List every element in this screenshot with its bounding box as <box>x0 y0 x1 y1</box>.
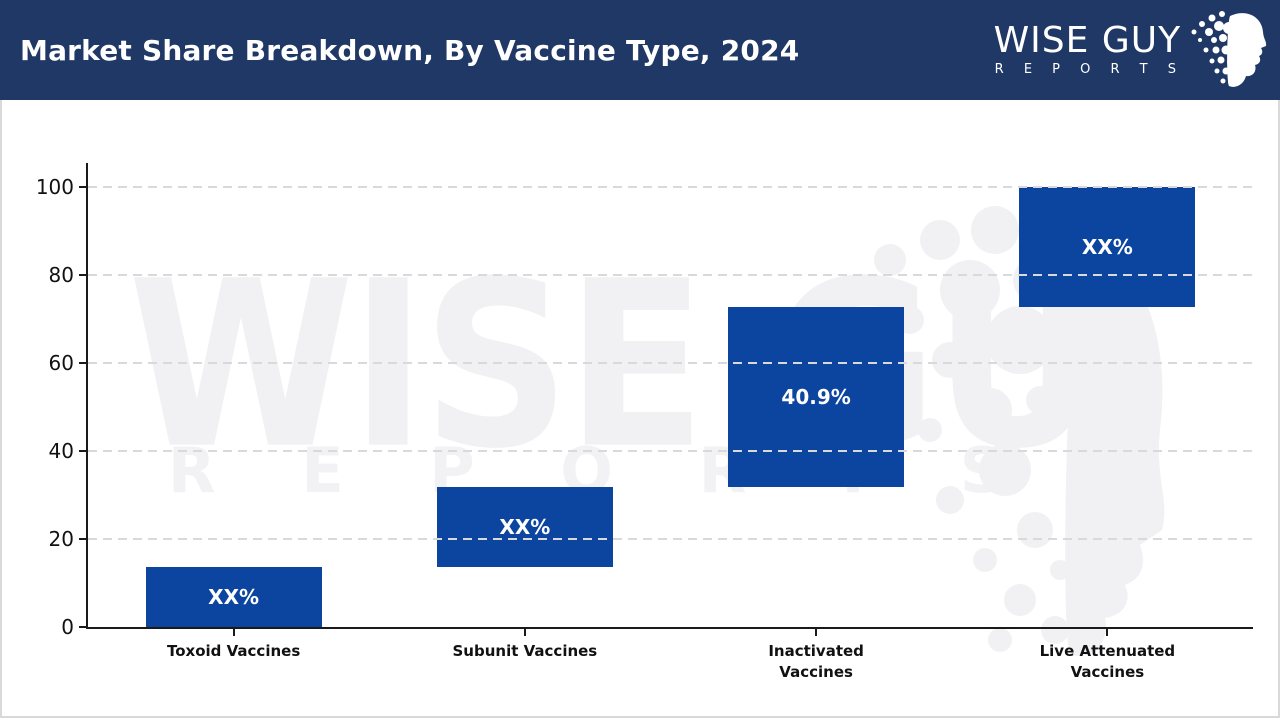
x-tick-3 <box>1106 627 1109 636</box>
gridline-y-100 <box>88 186 1253 188</box>
x-tick-label-3: Live Attenuated Vaccines <box>1039 642 1176 681</box>
bar-live-attenuated-vaccines <box>1019 187 1196 308</box>
bar-value-label: XX% <box>1081 235 1133 260</box>
bar-value-label: 40.9% <box>781 385 851 410</box>
brand-logo: WISE GUY R E P O R T S <box>991 0 1270 100</box>
gridline-y-60 <box>88 362 1253 364</box>
gridline-y-80 <box>88 274 1253 276</box>
bar-inactivated-vaccines <box>728 307 905 488</box>
gridline-y-40 <box>88 450 1253 452</box>
header: Market Share Breakdown, By Vaccine Type,… <box>0 0 1280 100</box>
bar-value-label: XX% <box>499 515 551 540</box>
brand-name: WISE GUY <box>993 20 1182 61</box>
y-tick-0 <box>79 626 88 628</box>
y-tick-label-20: 20 <box>48 527 74 551</box>
gridline-y-20 <box>88 538 1253 540</box>
brand-subtitle: R E P O R T S <box>994 62 1184 77</box>
y-tick-60 <box>79 362 88 364</box>
x-tick-0 <box>232 627 235 636</box>
y-axis-line <box>86 163 88 629</box>
page-title: Market Share Breakdown, By Vaccine Type,… <box>20 33 800 67</box>
x-axis-line <box>86 627 1253 629</box>
x-tick-label-2: Inactivated Vaccines <box>768 642 864 681</box>
y-tick-label-60: 60 <box>48 351 74 375</box>
y-tick-100 <box>79 186 88 188</box>
y-tick-20 <box>79 538 88 540</box>
y-tick-label-100: 100 <box>35 175 74 199</box>
bar-subunit-vaccines <box>436 487 613 568</box>
y-tick-label-0: 0 <box>61 615 74 639</box>
brand-logo-text: WISE GUY R E P O R T S <box>991 20 1184 78</box>
x-tick-1 <box>523 627 526 636</box>
dotted-head-profile-icon <box>1191 11 1267 87</box>
x-tick-label-0: Toxoid Vaccines <box>167 642 301 660</box>
y-tick-80 <box>79 274 88 276</box>
y-tick-40 <box>79 450 88 452</box>
x-tick-label-1: Subunit Vaccines <box>452 642 598 660</box>
bar-toxoid-vaccines <box>145 567 322 627</box>
y-tick-label-80: 80 <box>48 263 74 287</box>
x-tick-2 <box>815 627 818 636</box>
bar-value-label: XX% <box>208 585 260 610</box>
y-tick-label-40: 40 <box>48 439 74 463</box>
